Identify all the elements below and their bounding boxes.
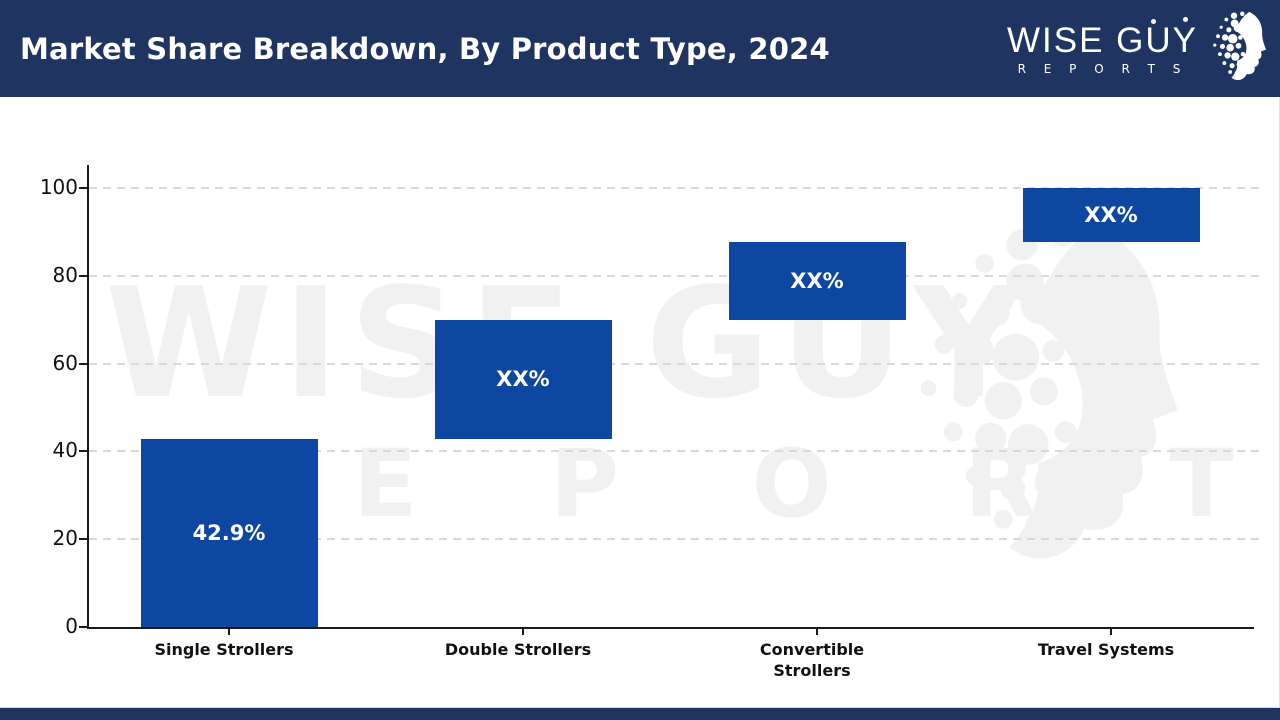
bar-segment: XX%: [434, 320, 612, 439]
x-tick-mark: [1110, 628, 1112, 635]
logo-dot: [1151, 18, 1156, 24]
bar-segment: XX%: [1022, 188, 1200, 243]
y-tick-mark: [79, 538, 87, 541]
y-tick-label: 20: [52, 526, 78, 551]
gridline: [89, 538, 1264, 541]
x-tick-mark: [228, 628, 230, 635]
y-tick-mark: [79, 450, 87, 453]
category-label: Single Strollers: [154, 640, 294, 659]
page-title: Market Share Breakdown, By Product Type,…: [20, 31, 830, 66]
y-axis-line: [87, 165, 89, 629]
logo-dot: [1183, 16, 1188, 22]
bar-segment: XX%: [728, 242, 906, 321]
logo-subtitle: R E P O R T S: [1017, 61, 1188, 76]
y-tick-label: 80: [52, 262, 78, 287]
bar-value-label: XX%: [790, 269, 844, 294]
logo-text: WISE GUY R E P O R T S: [1006, 16, 1198, 76]
category-label: Convertible Strollers: [759, 640, 865, 680]
category-label: Travel Systems: [1037, 640, 1175, 659]
bar-value-label: 42.9%: [192, 520, 266, 545]
logo-wordmark: WISE GUY: [1006, 20, 1198, 60]
y-tick-mark: [79, 626, 87, 628]
y-tick-label: 100: [39, 175, 78, 199]
x-axis-line: [87, 627, 1254, 629]
logo-head-icon: [1202, 7, 1266, 91]
footer-bar: [0, 707, 1280, 720]
wise-guy-logo: WISE GUY R E P O R T S: [1007, 6, 1266, 92]
gridline: [89, 362, 1264, 365]
gridline: [89, 450, 1264, 453]
y-tick-mark: [79, 187, 87, 189]
y-tick-label: 40: [52, 438, 78, 463]
y-tick-mark: [79, 362, 87, 365]
bar-segment: 42.9%: [140, 438, 318, 627]
header-bar: Market Share Breakdown, By Product Type,…: [0, 0, 1280, 97]
bar-value-label: XX%: [496, 367, 550, 392]
gridline: [89, 187, 1264, 189]
x-tick-mark: [522, 628, 524, 635]
y-tick-mark: [79, 274, 87, 277]
gridline: [89, 274, 1264, 277]
y-tick-label: 60: [52, 350, 78, 375]
category-label: Double Strollers: [444, 640, 592, 659]
bar-value-label: XX%: [1084, 203, 1138, 228]
y-tick-label: 0: [65, 614, 78, 638]
x-tick-mark: [816, 628, 818, 635]
